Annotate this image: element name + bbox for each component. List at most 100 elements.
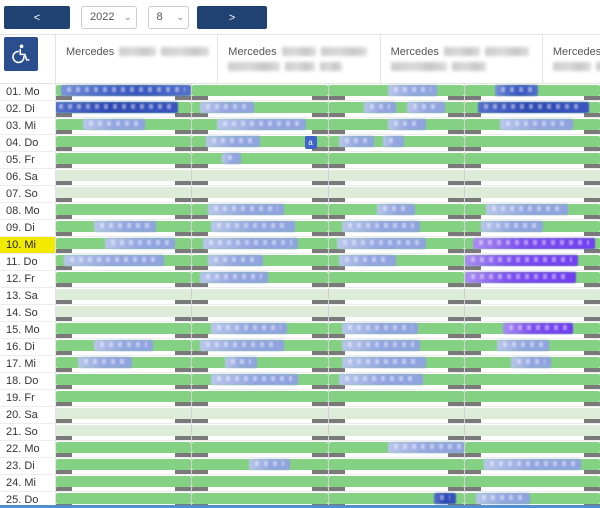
event-bar[interactable] bbox=[56, 102, 178, 113]
availability-bar[interactable] bbox=[56, 408, 192, 419]
day-label[interactable]: 01. Mo bbox=[0, 84, 56, 100]
availability-track[interactable] bbox=[328, 271, 465, 287]
availability-bar[interactable] bbox=[56, 459, 192, 470]
table-row[interactable]: 04. Do a bbox=[0, 135, 600, 152]
event-bar[interactable] bbox=[61, 85, 192, 96]
event-bar[interactable] bbox=[208, 204, 285, 215]
availability-bar[interactable] bbox=[328, 459, 464, 470]
availability-track[interactable] bbox=[328, 288, 465, 304]
availability-track[interactable] bbox=[192, 305, 329, 321]
accessibility-button[interactable] bbox=[4, 37, 38, 71]
availability-bar[interactable] bbox=[192, 102, 328, 113]
availability-grid[interactable]: 01. Mo 02. Di 03. Mi 04. Do a 05. Fr 06. Sa 07.… bbox=[0, 84, 600, 508]
availability-track[interactable] bbox=[56, 135, 193, 151]
day-label[interactable]: 19. Fr bbox=[0, 390, 56, 406]
availability-track[interactable] bbox=[464, 118, 600, 134]
table-row[interactable]: 07. So bbox=[0, 186, 600, 203]
availability-track[interactable] bbox=[464, 169, 600, 185]
table-row[interactable]: 20. Sa bbox=[0, 407, 600, 424]
table-row[interactable]: 09. Di bbox=[0, 220, 600, 237]
table-row[interactable]: 24. Mi bbox=[0, 475, 600, 492]
table-row[interactable]: 19. Fr bbox=[0, 390, 600, 407]
availability-track[interactable] bbox=[328, 237, 465, 253]
availability-track[interactable] bbox=[192, 322, 329, 338]
availability-track[interactable] bbox=[464, 101, 600, 117]
availability-bar[interactable] bbox=[192, 391, 328, 402]
availability-track[interactable] bbox=[464, 84, 600, 100]
event-bar[interactable] bbox=[222, 153, 241, 164]
day-label[interactable]: 17. Mi bbox=[0, 356, 56, 372]
event-bar[interactable] bbox=[464, 272, 576, 283]
availability-track[interactable] bbox=[56, 254, 193, 270]
availability-track[interactable] bbox=[56, 458, 193, 474]
availability-track[interactable] bbox=[464, 135, 600, 151]
availability-track[interactable] bbox=[192, 271, 329, 287]
event-bar[interactable] bbox=[342, 340, 421, 351]
availability-track[interactable] bbox=[328, 118, 465, 134]
event-bar[interactable] bbox=[336, 238, 426, 249]
availability-track[interactable] bbox=[464, 305, 600, 321]
availability-track[interactable] bbox=[192, 101, 329, 117]
availability-track[interactable] bbox=[328, 305, 465, 321]
event-bar[interactable] bbox=[339, 136, 375, 147]
availability-track[interactable] bbox=[464, 220, 600, 236]
availability-track[interactable] bbox=[192, 220, 329, 236]
event-bar[interactable] bbox=[502, 323, 573, 334]
event-bar[interactable] bbox=[224, 357, 258, 368]
table-row[interactable]: 02. Di bbox=[0, 101, 600, 118]
availability-bar[interactable] bbox=[192, 408, 328, 419]
availability-bar[interactable] bbox=[56, 289, 192, 300]
event-bar[interactable] bbox=[200, 272, 268, 283]
availability-track[interactable] bbox=[464, 339, 600, 355]
day-label[interactable]: 05. Fr bbox=[0, 152, 56, 168]
availability-bar[interactable] bbox=[192, 289, 328, 300]
availability-bar[interactable] bbox=[56, 170, 192, 181]
availability-track[interactable]: a bbox=[192, 135, 329, 151]
availability-track[interactable] bbox=[328, 475, 465, 491]
availability-bar[interactable] bbox=[464, 391, 600, 402]
availability-track[interactable] bbox=[464, 186, 600, 202]
event-bar[interactable] bbox=[104, 238, 176, 249]
availability-track[interactable] bbox=[192, 152, 329, 168]
day-label[interactable]: 11. Do bbox=[0, 254, 56, 270]
availability-track[interactable] bbox=[328, 458, 465, 474]
availability-track[interactable] bbox=[464, 390, 600, 406]
availability-track[interactable] bbox=[328, 135, 465, 151]
availability-track[interactable] bbox=[192, 288, 329, 304]
availability-bar[interactable] bbox=[328, 408, 464, 419]
previous-month-button[interactable]: < bbox=[4, 5, 70, 29]
availability-track[interactable] bbox=[192, 475, 329, 491]
availability-bar[interactable] bbox=[56, 306, 192, 317]
availability-bar[interactable] bbox=[56, 493, 192, 504]
table-row[interactable]: 05. Fr bbox=[0, 152, 600, 169]
availability-track[interactable] bbox=[464, 407, 600, 423]
event-bar[interactable] bbox=[83, 119, 146, 130]
day-label[interactable]: 16. Di bbox=[0, 339, 56, 355]
event-bar[interactable] bbox=[342, 221, 421, 232]
availability-track[interactable] bbox=[464, 475, 600, 491]
availability-track[interactable] bbox=[328, 390, 465, 406]
event-bar[interactable] bbox=[483, 459, 582, 470]
availability-bar[interactable] bbox=[464, 136, 600, 147]
availability-track[interactable] bbox=[328, 152, 465, 168]
availability-bar[interactable] bbox=[328, 306, 464, 317]
availability-track[interactable] bbox=[328, 373, 465, 389]
availability-track[interactable] bbox=[192, 203, 329, 219]
availability-track[interactable] bbox=[192, 373, 329, 389]
table-row[interactable]: 22. Mo bbox=[0, 441, 600, 458]
availability-bar[interactable] bbox=[192, 85, 328, 96]
availability-track[interactable] bbox=[56, 475, 193, 491]
table-row[interactable]: 08. Mo bbox=[0, 203, 600, 220]
event-bar[interactable] bbox=[478, 102, 590, 113]
availability-bar[interactable] bbox=[192, 136, 328, 147]
availability-bar[interactable] bbox=[56, 153, 192, 164]
table-row[interactable]: 25. Do bbox=[0, 492, 600, 508]
table-row[interactable]: 18. Do bbox=[0, 373, 600, 390]
availability-track[interactable] bbox=[56, 152, 193, 168]
availability-bar[interactable] bbox=[328, 289, 464, 300]
day-label[interactable]: 25. Do bbox=[0, 492, 56, 508]
availability-bar[interactable] bbox=[328, 255, 464, 266]
availability-bar[interactable] bbox=[56, 476, 192, 487]
availability-bar[interactable] bbox=[328, 170, 464, 181]
event-bar[interactable] bbox=[211, 221, 296, 232]
